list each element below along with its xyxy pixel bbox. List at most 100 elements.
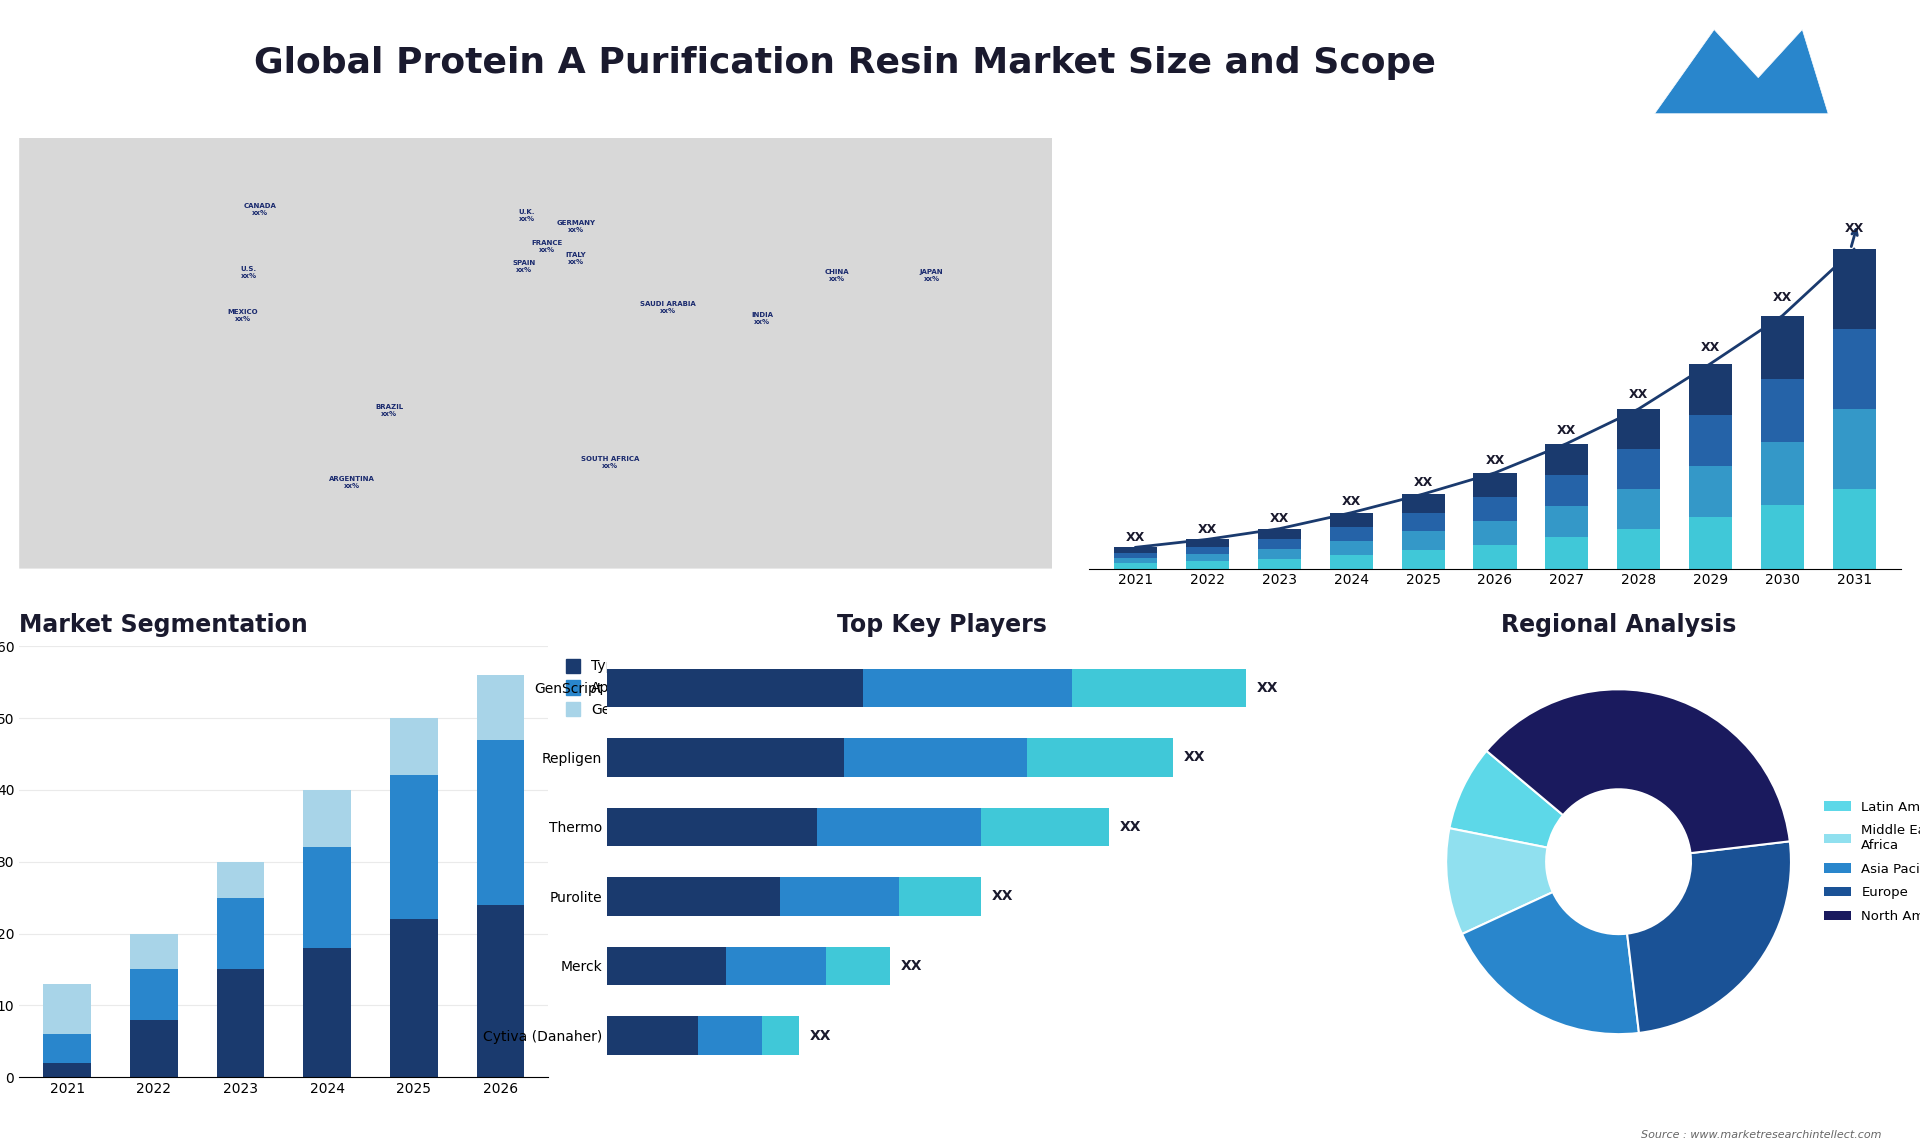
- Bar: [131, 1020, 179, 1077]
- Text: Market Segmentation: Market Segmentation: [19, 613, 307, 637]
- Text: XX: XX: [1772, 291, 1791, 304]
- Bar: [1473, 473, 1517, 496]
- Bar: [1617, 409, 1661, 449]
- Bar: [1832, 250, 1876, 329]
- Bar: [1258, 539, 1302, 549]
- Title: Regional Analysis: Regional Analysis: [1501, 613, 1736, 637]
- Bar: [1402, 550, 1444, 568]
- Bar: [217, 970, 265, 1077]
- Bar: [845, 738, 1027, 777]
- Bar: [131, 970, 179, 1020]
- Bar: [818, 808, 981, 846]
- Bar: [1402, 512, 1444, 532]
- Text: JAPAN
xx%: JAPAN xx%: [920, 269, 943, 282]
- Polygon shape: [1655, 30, 1828, 113]
- Bar: [1761, 442, 1803, 505]
- Text: INTELLECT: INTELLECT: [1843, 91, 1903, 101]
- Text: INDIA
xx%: INDIA xx%: [751, 312, 774, 325]
- Text: XX: XX: [810, 1028, 831, 1043]
- FancyBboxPatch shape: [19, 138, 1052, 568]
- Bar: [1258, 549, 1302, 558]
- Bar: [699, 1017, 762, 1054]
- Bar: [1114, 548, 1158, 552]
- Bar: [1258, 558, 1302, 568]
- Bar: [390, 919, 438, 1077]
- Text: MEXICO
xx%: MEXICO xx%: [228, 309, 259, 322]
- Bar: [1331, 512, 1373, 527]
- Bar: [390, 719, 438, 776]
- Text: XX: XX: [1557, 424, 1576, 437]
- Bar: [1761, 505, 1803, 568]
- Bar: [1073, 669, 1246, 707]
- Legend: Latin America, Middle East &
Africa, Asia Pacific, Europe, North America: Latin America, Middle East & Africa, Asi…: [1818, 795, 1920, 928]
- Wedge shape: [1486, 689, 1789, 853]
- Bar: [1546, 537, 1588, 568]
- Text: RESEARCH: RESEARCH: [1843, 66, 1903, 77]
- Bar: [1546, 474, 1588, 507]
- Bar: [1832, 329, 1876, 409]
- Bar: [476, 675, 524, 739]
- Text: XX: XX: [1413, 476, 1432, 489]
- Bar: [1331, 555, 1373, 568]
- Bar: [1402, 532, 1444, 550]
- Bar: [476, 905, 524, 1077]
- Bar: [1617, 449, 1661, 488]
- Bar: [607, 1017, 699, 1054]
- Text: ITALY
xx%: ITALY xx%: [566, 252, 586, 265]
- Wedge shape: [1446, 829, 1553, 934]
- Text: XX: XX: [1119, 819, 1140, 834]
- Bar: [1258, 528, 1302, 539]
- Text: SOUTH AFRICA
xx%: SOUTH AFRICA xx%: [582, 456, 639, 469]
- Bar: [607, 808, 818, 846]
- Bar: [1114, 552, 1158, 558]
- Bar: [1690, 466, 1732, 517]
- Bar: [44, 1062, 90, 1077]
- Bar: [1761, 379, 1803, 442]
- Bar: [607, 947, 726, 986]
- Bar: [44, 984, 90, 1034]
- Text: CHINA
xx%: CHINA xx%: [826, 269, 849, 282]
- Text: XX: XX: [1701, 340, 1720, 353]
- Text: Global Protein A Purification Resin Market Size and Scope: Global Protein A Purification Resin Mark…: [253, 46, 1436, 80]
- Bar: [1617, 528, 1661, 568]
- Legend: Type, Application, Geography: Type, Application, Geography: [561, 653, 674, 722]
- Bar: [726, 947, 826, 986]
- Text: SPAIN
xx%: SPAIN xx%: [513, 260, 536, 274]
- Bar: [1187, 562, 1229, 568]
- Text: XX: XX: [1845, 221, 1864, 235]
- Text: XX: XX: [1127, 532, 1146, 544]
- Text: XX: XX: [1198, 523, 1217, 536]
- Wedge shape: [1626, 841, 1791, 1033]
- Wedge shape: [1450, 751, 1563, 848]
- Text: FRANCE
xx%: FRANCE xx%: [532, 241, 563, 253]
- Text: XX: XX: [1486, 454, 1505, 466]
- Bar: [217, 897, 265, 970]
- Bar: [1761, 316, 1803, 379]
- Bar: [1690, 363, 1732, 415]
- Bar: [1617, 488, 1661, 528]
- Bar: [131, 934, 179, 970]
- Bar: [217, 862, 265, 897]
- Bar: [1690, 415, 1732, 466]
- Text: MARKET: MARKET: [1843, 42, 1889, 53]
- Text: CANADA
xx%: CANADA xx%: [244, 203, 276, 215]
- Bar: [1473, 496, 1517, 520]
- Wedge shape: [1461, 892, 1640, 1034]
- Bar: [1114, 564, 1158, 568]
- Bar: [1402, 494, 1444, 512]
- Text: ARGENTINA
xx%: ARGENTINA xx%: [328, 476, 374, 489]
- Bar: [1473, 544, 1517, 568]
- Bar: [1832, 488, 1876, 568]
- Bar: [303, 847, 351, 948]
- Bar: [862, 669, 1073, 707]
- Bar: [1331, 541, 1373, 555]
- Text: XX: XX: [1628, 387, 1647, 401]
- Text: XX: XX: [993, 889, 1014, 903]
- Text: BRAZIL
xx%: BRAZIL xx%: [374, 405, 403, 417]
- Bar: [1187, 554, 1229, 562]
- Title: Top Key Players: Top Key Players: [837, 613, 1046, 637]
- Bar: [303, 790, 351, 847]
- Bar: [899, 878, 981, 916]
- Bar: [390, 776, 438, 919]
- Bar: [607, 878, 780, 916]
